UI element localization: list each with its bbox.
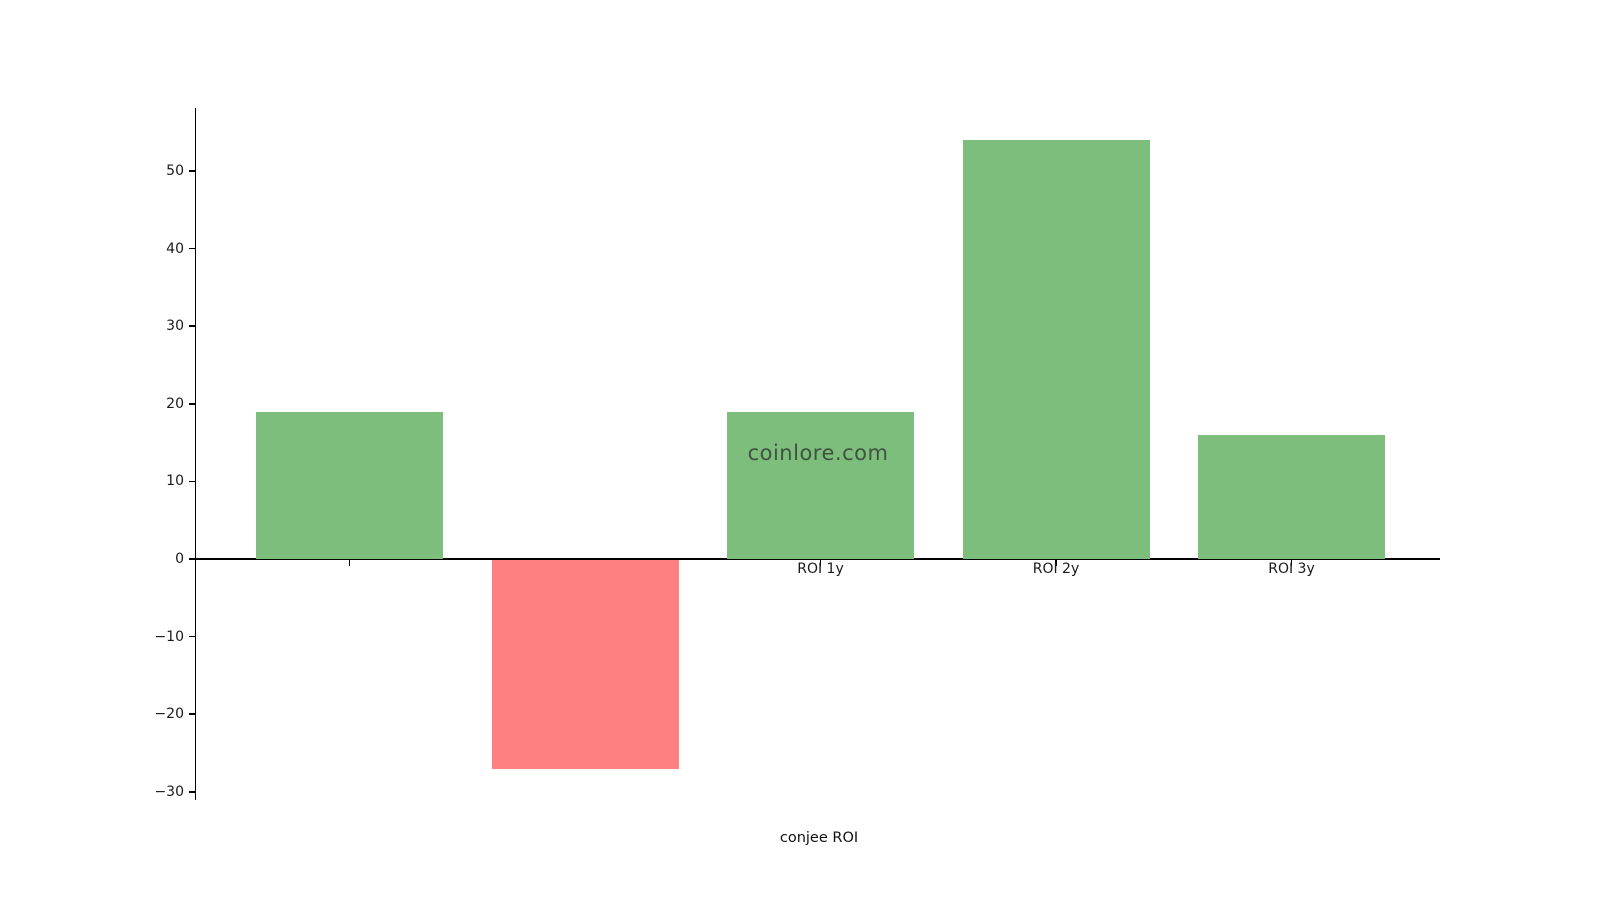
y-tick-mark [188,713,195,715]
y-tick-mark [188,403,195,405]
y-tick-mark [188,558,195,560]
y-axis-spine [194,108,196,800]
y-tick-label: 20 [166,395,184,412]
y-tick-mark [188,480,195,483]
y-tick-mark [188,791,195,793]
x-tick-mark [1055,559,1057,566]
y-tick-label: −30 [154,783,184,800]
bar [962,139,1150,559]
y-tick-label: 10 [166,473,184,490]
y-tick-label: 50 [166,163,184,179]
chart-xlabel: conjee ROI [779,830,859,846]
y-tick-mark [188,247,195,250]
x-tick-label: ROI 2y [1032,561,1080,577]
x-tick-mark [348,559,351,566]
bar [727,411,914,559]
y-tick-label: −10 [154,628,184,645]
x-tick-mark [819,559,822,566]
y-tick-label: 0 [175,551,184,567]
x-axis-spine [194,558,1440,560]
x-tick-label: ROI 1y [797,561,844,577]
y-tick-mark [188,635,195,638]
watermark-text: coinlore.com [747,441,889,465]
y-tick-mark [188,325,195,327]
y-tick-mark [188,170,195,172]
y-tick-label: 30 [166,318,184,335]
x-tick-label: ROI 3y [1268,561,1315,577]
x-tick-mark [1290,559,1293,566]
bar [1198,434,1385,559]
y-tick-label: −20 [154,706,184,723]
y-tick-label: 40 [166,240,184,257]
bar [491,559,679,770]
bar [256,411,443,559]
